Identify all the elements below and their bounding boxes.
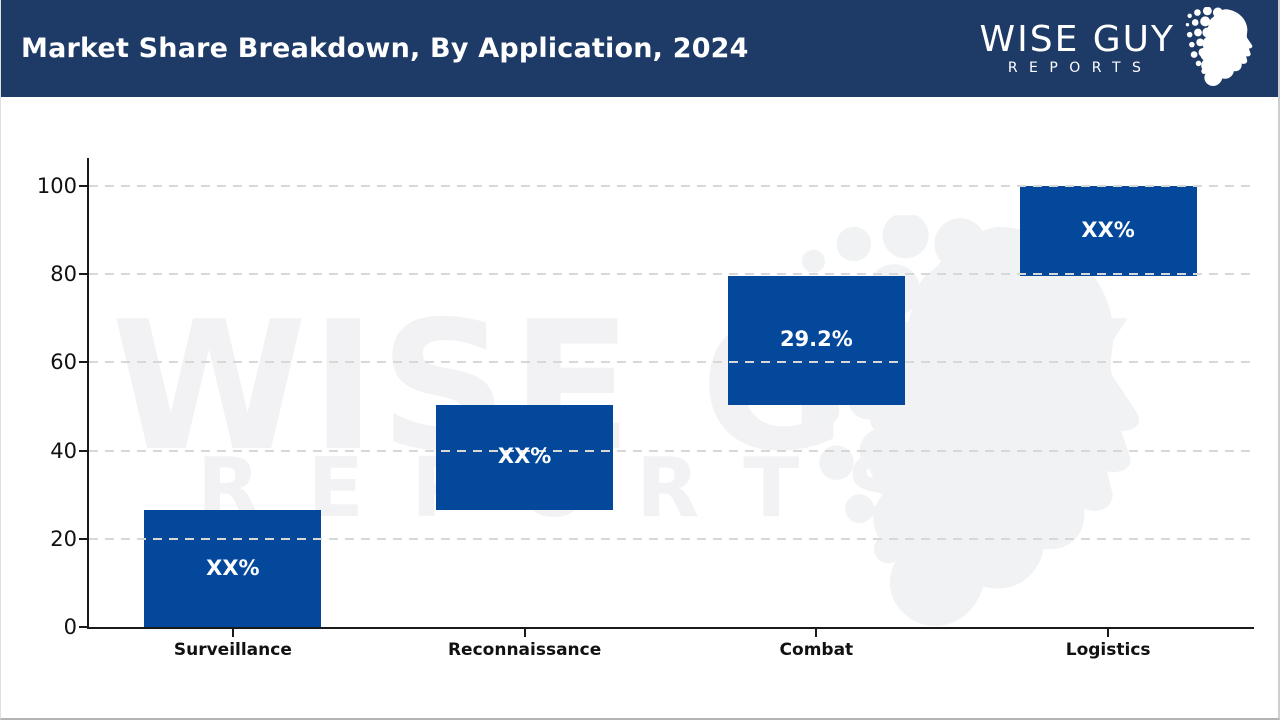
x-category-label: Combat <box>779 640 854 660</box>
watermark-brand-text: WISE GUY <box>111 283 1129 490</box>
bar-reconnaissance <box>436 404 614 511</box>
x-axis-line <box>87 627 1254 629</box>
bar-value-label: 29.2% <box>779 327 853 352</box>
gridline-60 <box>89 361 1254 364</box>
y-tick-label: 40 <box>50 438 77 463</box>
y-tick-mark <box>79 273 87 276</box>
y-tick-mark <box>79 626 87 628</box>
y-tick-mark <box>79 537 87 540</box>
wiseguy-logo-text: WISE GUY REPORTS <box>980 21 1176 76</box>
gridline-100 <box>89 185 1254 187</box>
y-tick-label: 0 <box>63 615 77 639</box>
chart-area: WISE GUY REPORTS XX%XX%29.2%XX%020406080… <box>1 97 1278 718</box>
y-tick-label: 60 <box>50 350 77 375</box>
y-tick-label: 80 <box>50 262 77 287</box>
y-tick-label: 20 <box>50 526 77 551</box>
logo-brand-name: WISE GUY <box>979 19 1175 61</box>
y-tick-mark <box>79 361 87 364</box>
x-category-label: Logistics <box>1065 640 1151 660</box>
y-tick-mark <box>79 449 87 452</box>
gridline-40 <box>89 449 1254 452</box>
x-tick-mark <box>523 629 526 637</box>
logo-brand-subtitle: REPORTS <box>1007 59 1153 76</box>
wiseguy-face-icon <box>1183 7 1255 90</box>
bar-value-label: XX% <box>206 555 260 580</box>
x-tick-mark <box>231 629 234 637</box>
bar-value-label: XX% <box>1081 217 1135 242</box>
x-tick-mark <box>1107 629 1110 637</box>
x-tick-mark <box>815 629 818 637</box>
y-axis-line <box>87 158 89 629</box>
gridline-80 <box>89 273 1254 276</box>
wiseguy-logo: WISE GUY REPORTS <box>980 7 1256 90</box>
header-bar: Market Share Breakdown, By Application, … <box>1 0 1278 97</box>
y-tick-label: 100 <box>36 174 77 198</box>
bar-surveillance <box>144 510 322 627</box>
x-category-label: Surveillance <box>173 640 292 660</box>
x-category-label: Reconnaissance <box>447 640 602 660</box>
gridline-20 <box>89 537 1254 540</box>
y-tick-mark <box>79 185 87 187</box>
bar-value-label: XX% <box>497 444 552 469</box>
page-title: Market Share Breakdown, By Application, … <box>21 33 749 64</box>
